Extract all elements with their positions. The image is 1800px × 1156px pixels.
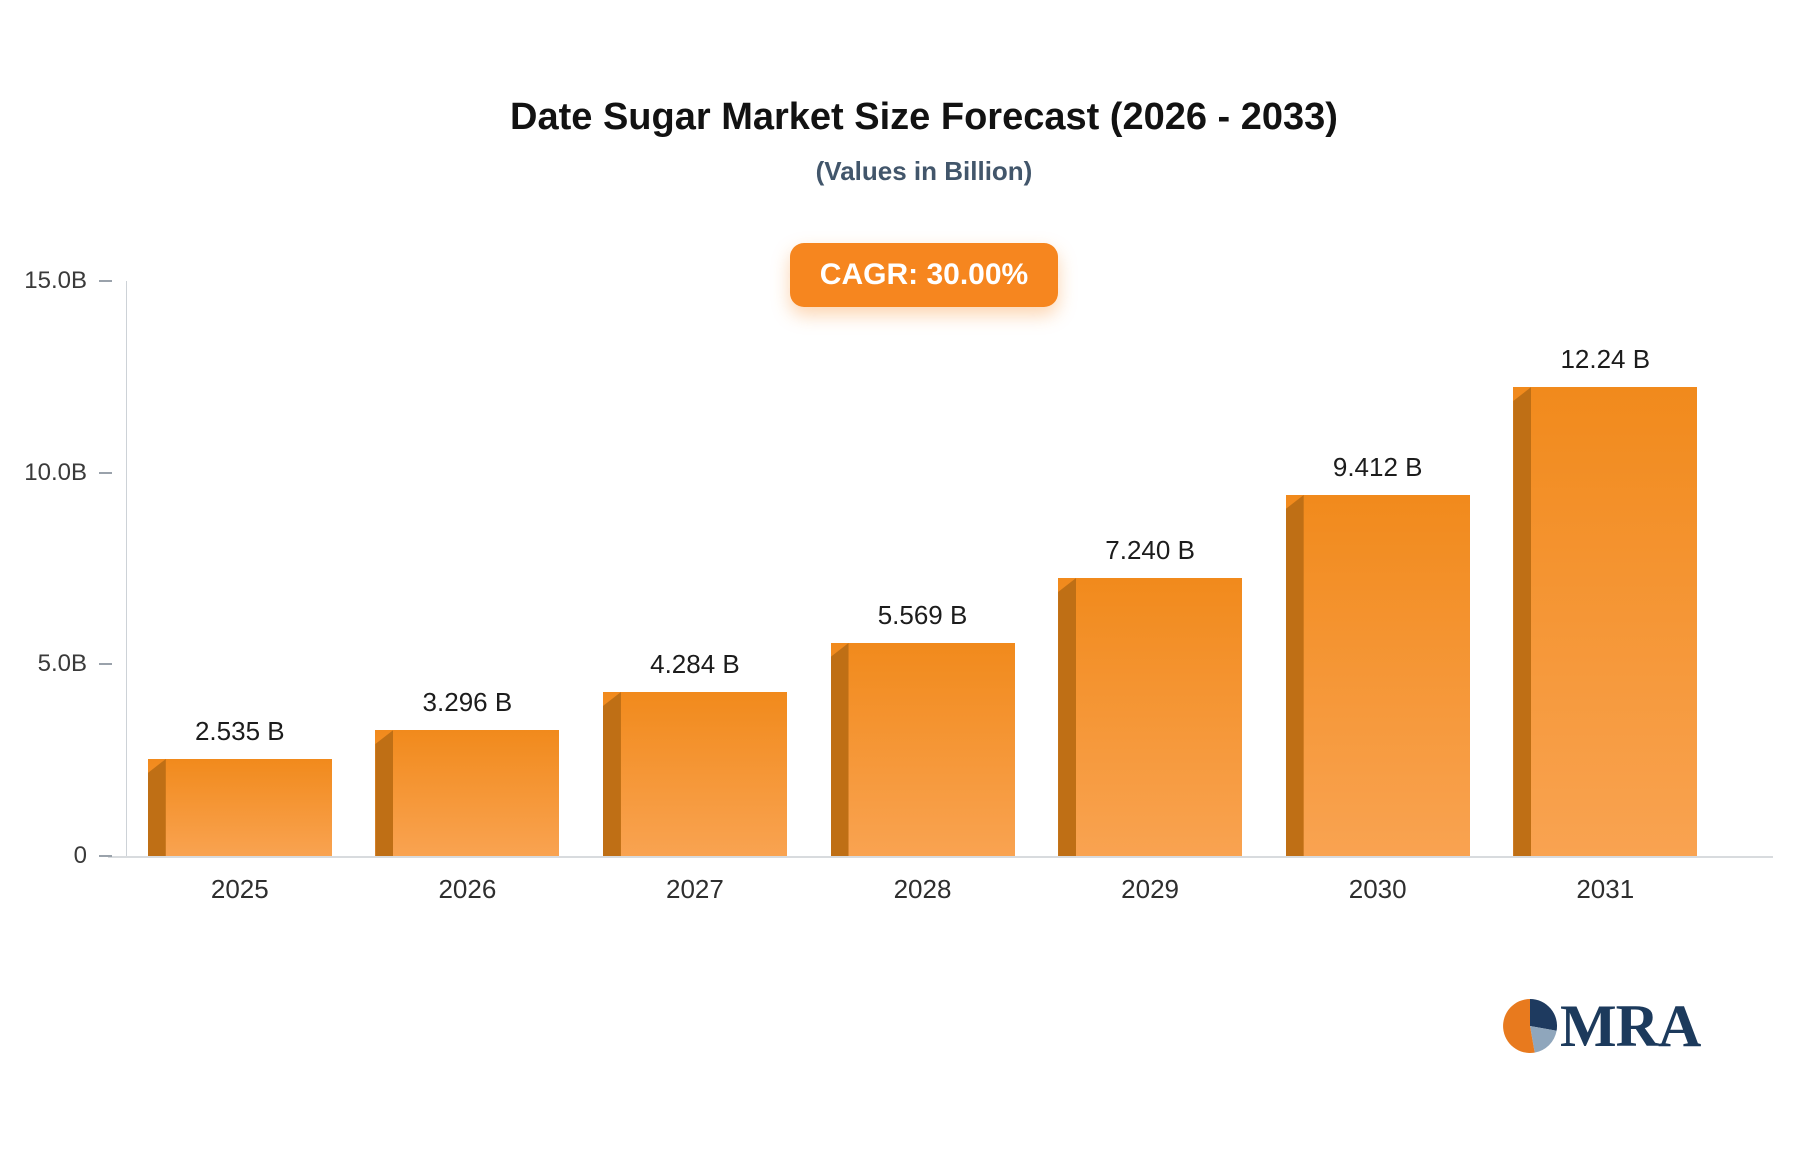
chart-subtitle: (Values in Billion) [815,155,1033,186]
x-axis-label: 2026 [438,874,497,904]
cagr-badge: CAGR: 30.00% [789,242,1059,307]
bar-chart-plot-area: 2.535 B 3.296 B 4.284 B 5.569 B 7.240 B 9.412… [24,267,1773,869]
bar-value-label: 4.284 B [650,649,740,679]
y-axis-tick: 15.0B [0,267,119,295]
y-axis-tick: 5.0B [0,650,119,678]
bar-column: 4.284 B [581,281,809,856]
x-axis-label: 2025 [210,874,269,904]
x-axis-label: 2030 [1348,874,1407,904]
x-axis-label: 2028 [893,874,952,904]
bar-2029 [1058,578,1243,856]
bar-value-label: 3.296 B [422,687,513,717]
bar-value-label: 2.535 B [194,716,285,746]
bar-column: 7.240 B [1036,281,1264,856]
bar-2027 [602,692,787,856]
chart-title: Date Sugar Market Size Forecast (2026 - … [510,96,1338,138]
bar-2028 [830,643,1015,856]
bars-container: 2.535 B 3.296 B 4.284 B 5.569 B 7.240 B 9.412… [126,281,1719,856]
y-tick-label: 0 [73,842,87,869]
y-tick-mark [99,663,112,665]
bar-value-label: 5.569 B [877,600,968,630]
bar-column: 12.24 B [1491,281,1719,856]
y-tick-mark [99,472,112,474]
x-axis-baseline [108,856,1773,858]
y-tick-mark [99,855,112,857]
logo-text: MRA [1560,993,1701,1059]
y-axis-line [126,281,127,856]
logo-pie-icon [1503,999,1558,1053]
x-axis-label: 2027 [666,874,724,904]
bar-column: 3.296 B [354,281,582,856]
bar-2026 [375,730,560,856]
y-tick-mark [99,280,112,282]
x-axis-label: 2029 [1121,874,1180,904]
bar-2025 [147,759,332,856]
y-axis-tick: 10.0B [0,459,119,487]
chart-header: Date Sugar Market Size Forecast (2026 - … [24,96,1800,307]
bar-column: 2.535 B [126,281,354,856]
y-tick-label: 5.0B [37,650,87,677]
bar-value-label: 9.412 B [1332,452,1423,482]
x-axis-label: 2031 [1576,874,1635,904]
bar-2031 [1513,387,1698,856]
bar-column: 5.569 B [809,281,1037,856]
bar-value-label: 12.24 B [1560,344,1651,374]
y-tick-label: 10.0B [24,459,87,486]
y-tick-label: 15.0B [24,267,87,294]
bar-column: 9.412 B [1264,281,1492,856]
mra-logo: MRA [1502,993,1701,1059]
y-axis-tick: 0 [0,842,119,870]
bar-value-label: 7.240 B [1105,535,1195,565]
x-axis-labels-row: 2025 2026 2027 2028 2029 2030 2031 [126,874,1719,905]
bar-2030 [1285,495,1470,856]
